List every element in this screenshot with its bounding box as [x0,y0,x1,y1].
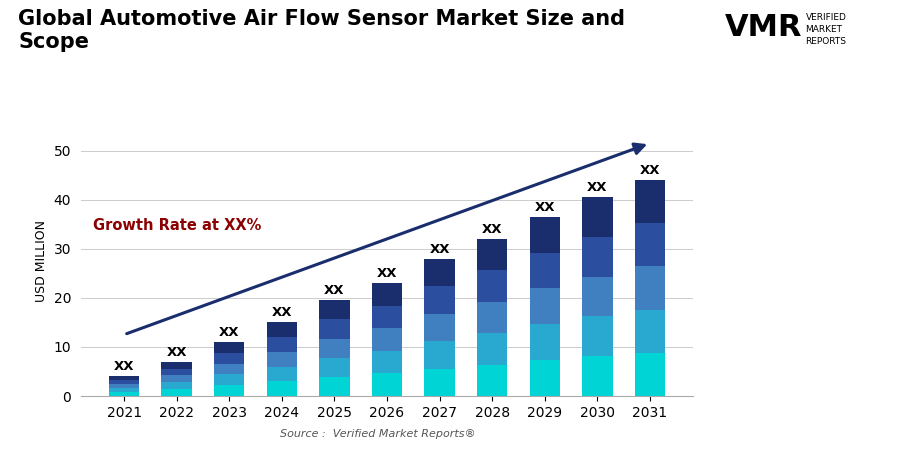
Bar [424,314,454,341]
Bar [424,341,454,369]
Bar [529,252,560,288]
Bar [320,358,350,377]
Text: XX: XX [219,326,239,339]
Bar [529,288,560,324]
Text: Growth Rate at XX%: Growth Rate at XX% [94,218,262,233]
Bar [477,333,508,364]
Bar [582,356,613,396]
Text: XX: XX [113,360,134,374]
Bar [109,392,140,396]
Bar [320,320,350,338]
Bar [634,223,665,266]
Text: Global Automotive Air Flow Sensor Market Size and
Scope: Global Automotive Air Flow Sensor Market… [18,9,625,52]
Bar [214,374,245,385]
Bar [161,389,192,396]
Text: XX: XX [429,243,450,256]
Text: XX: XX [587,181,608,194]
Bar [161,369,192,375]
Text: XX: XX [324,284,345,297]
Text: XX: XX [535,201,555,214]
Bar [424,286,454,314]
Bar [529,217,560,252]
Bar [582,316,613,356]
Bar [424,369,454,396]
Bar [582,197,613,237]
Bar [372,328,402,351]
Bar [634,353,665,396]
Text: XX: XX [377,267,397,280]
Text: XX: XX [482,223,502,236]
Text: Source :  Verified Market Reports®: Source : Verified Market Reports® [280,429,476,439]
Bar [320,338,350,358]
Bar [529,360,560,396]
Bar [109,384,140,388]
Bar [372,374,402,396]
Bar [372,351,402,374]
Bar [109,388,140,392]
Bar [266,337,297,352]
Bar [634,266,665,310]
Bar [214,385,245,396]
Bar [477,270,508,302]
Bar [161,375,192,382]
Bar [477,364,508,396]
Bar [477,239,508,270]
Bar [477,302,508,333]
Bar [109,380,140,384]
Bar [320,377,350,396]
Bar [214,342,245,353]
Bar [161,362,192,369]
Text: VMR: VMR [724,14,802,42]
Bar [424,259,454,286]
Text: XX: XX [272,306,292,320]
Bar [266,381,297,396]
Bar [266,367,297,381]
Text: XX: XX [166,346,187,359]
Bar [161,382,192,389]
Bar [634,310,665,353]
Text: XX: XX [640,164,661,177]
Bar [320,300,350,320]
Bar [529,324,560,360]
Bar [372,306,402,328]
Bar [266,352,297,367]
Bar [634,180,665,223]
Bar [109,376,140,380]
Bar [214,364,245,374]
Text: VERIFIED
MARKET
REPORTS: VERIFIED MARKET REPORTS [806,14,847,46]
Bar [582,277,613,316]
Y-axis label: USD MILLION: USD MILLION [35,220,48,302]
Bar [214,353,245,364]
Bar [372,283,402,306]
Bar [266,322,297,337]
Bar [582,237,613,277]
